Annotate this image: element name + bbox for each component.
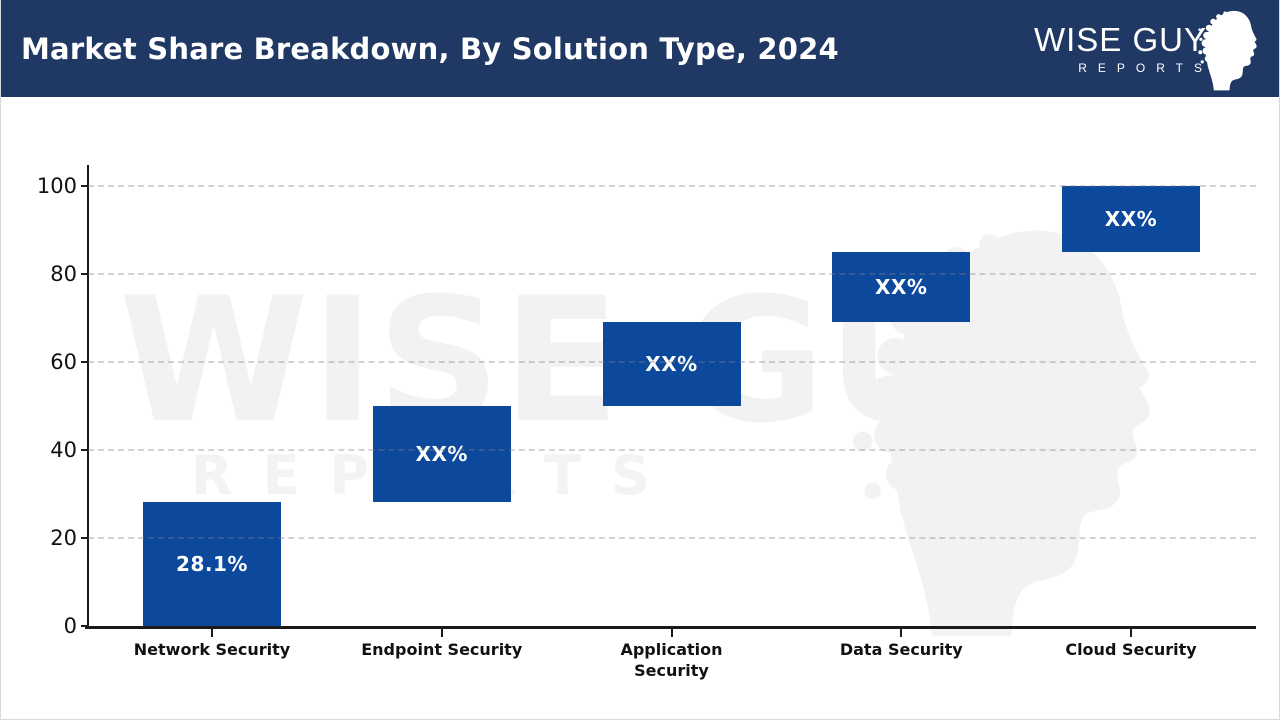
bar-data-security[interactable]: XX% xyxy=(832,252,971,323)
x-axis-line xyxy=(85,626,1256,629)
y-tick-label: 60 xyxy=(50,350,77,374)
y-tick-label: 0 xyxy=(63,614,77,638)
y-axis-line xyxy=(87,165,89,629)
chart-title: Market Share Breakdown, By Solution Type… xyxy=(21,31,839,66)
y-tick-label: 40 xyxy=(50,438,77,462)
header: Market Share Breakdown, By Solution Type… xyxy=(1,0,1279,97)
wiseguy-logo: WISE GUY REPORTS xyxy=(1034,6,1267,92)
y-gridline xyxy=(88,361,1256,363)
x-category-label: Cloud Security xyxy=(1065,640,1197,659)
y-tick-mark xyxy=(81,361,88,363)
logo-wordmark: WISE GUY xyxy=(1033,21,1207,58)
y-tick-mark xyxy=(81,273,88,275)
y-tick-label: 100 xyxy=(36,174,77,198)
plot: 0 20 40 60 80 100 28.1% Network Security XX% Endp… xyxy=(1,97,1279,719)
y-tick-mark xyxy=(81,625,88,627)
bar-cloud-security[interactable]: XX% xyxy=(1062,186,1200,252)
y-gridline xyxy=(88,449,1256,451)
x-category-label: Data Security xyxy=(839,640,963,659)
y-gridline xyxy=(88,185,1256,187)
bar-value-label: XX% xyxy=(415,442,468,467)
x-tick-mark xyxy=(1130,629,1132,637)
y-tick-mark xyxy=(81,185,88,187)
y-gridline xyxy=(88,537,1256,539)
x-tick-mark xyxy=(900,629,903,637)
bar-value-label: 28.1% xyxy=(176,552,248,577)
logo-text: WISE GUY REPORTS xyxy=(1034,23,1207,75)
y-tick-mark xyxy=(81,537,88,539)
x-tick-mark xyxy=(670,629,673,637)
x-tick-mark xyxy=(211,629,213,637)
y-gridline xyxy=(88,273,1256,275)
x-category-label: Application Security xyxy=(620,640,723,680)
bar-application-security[interactable]: XX% xyxy=(602,322,741,406)
bar-value-label: XX% xyxy=(1104,207,1158,231)
x-category-label: Endpoint Security xyxy=(361,640,523,659)
bar-endpoint-security[interactable]: XX% xyxy=(372,406,511,503)
bar-value-label: XX% xyxy=(875,275,928,300)
x-tick-mark xyxy=(440,629,443,637)
chart-area: WISE GUY REPORTS 02040608010028.1%Networ… xyxy=(1,97,1279,719)
bar-network-security[interactable]: 28.1% xyxy=(143,502,281,626)
y-tick-label: 80 xyxy=(50,262,77,286)
y-tick-label: 20 xyxy=(50,526,77,550)
y-tick-mark xyxy=(81,449,88,451)
logo-subtext: REPORTS xyxy=(1078,61,1213,75)
x-category-label: Network Security xyxy=(133,640,291,659)
bar-value-label: XX% xyxy=(645,352,698,377)
